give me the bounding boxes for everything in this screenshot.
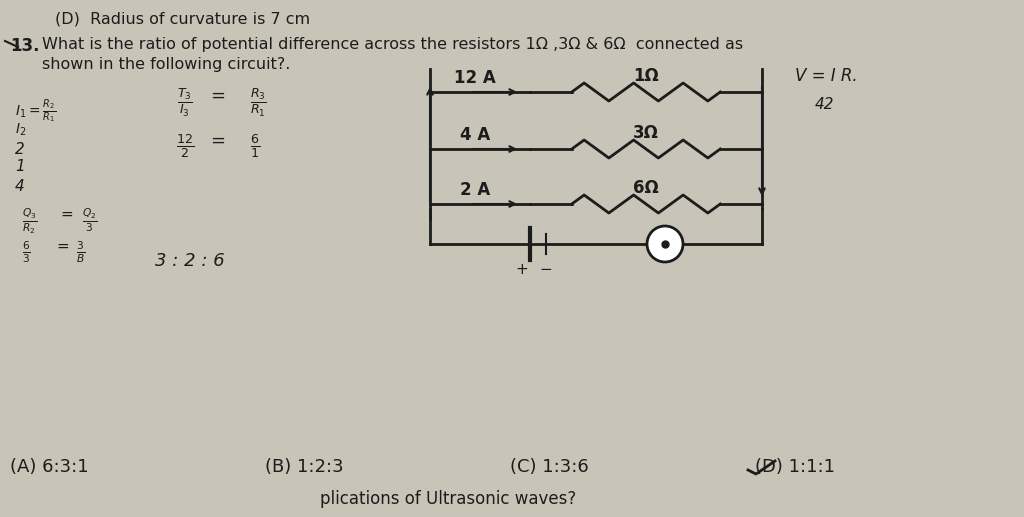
Text: =: =	[60, 207, 73, 222]
Text: 13.: 13.	[10, 37, 40, 55]
Text: 3 : 2 : 6: 3 : 2 : 6	[155, 252, 224, 270]
Text: 4 A: 4 A	[460, 126, 490, 144]
Text: plications of Ultrasonic waves?: plications of Ultrasonic waves?	[319, 490, 577, 508]
Text: (C) 1:3:6: (C) 1:3:6	[510, 458, 589, 476]
Text: (D) 1:1:1: (D) 1:1:1	[755, 458, 835, 476]
Text: $\frac{6}{3}$: $\frac{6}{3}$	[22, 239, 31, 265]
Text: $\frac{Q_3}{R_2}$: $\frac{Q_3}{R_2}$	[22, 207, 38, 236]
Text: $\frac{6}{1}$: $\frac{6}{1}$	[250, 132, 260, 160]
Text: $I_2$: $I_2$	[15, 122, 27, 139]
Text: 6Ω: 6Ω	[633, 179, 658, 197]
Text: V = I R.: V = I R.	[795, 67, 858, 85]
Text: 2 A: 2 A	[460, 181, 490, 199]
Text: +: +	[516, 262, 528, 277]
Text: =: =	[211, 87, 225, 105]
Text: $I_1 = \frac{R_2}{R_1}$: $I_1 = \frac{R_2}{R_1}$	[15, 97, 56, 125]
Text: (B) 1:2:3: (B) 1:2:3	[265, 458, 344, 476]
Text: What is the ratio of potential difference across the resistors 1Ω ,3Ω & 6Ω  conn: What is the ratio of potential differenc…	[42, 37, 743, 52]
Text: $\frac{R_3}{R_1}$: $\frac{R_3}{R_1}$	[250, 87, 266, 119]
Text: $\frac{3}{B}$: $\frac{3}{B}$	[76, 239, 85, 265]
Text: =: =	[211, 132, 225, 150]
Text: 1: 1	[15, 159, 25, 174]
Text: (A) 6:3:1: (A) 6:3:1	[10, 458, 89, 476]
Circle shape	[647, 226, 683, 262]
Text: 1Ω: 1Ω	[633, 67, 658, 85]
Text: (D)  Radius of curvature is 7 cm: (D) Radius of curvature is 7 cm	[55, 12, 310, 27]
Text: 4: 4	[15, 179, 25, 194]
Text: 3Ω: 3Ω	[633, 124, 658, 142]
Text: $\frac{T_3}{I_3}$: $\frac{T_3}{I_3}$	[177, 87, 193, 119]
Text: 42: 42	[815, 97, 835, 112]
Text: =: =	[56, 239, 69, 254]
Text: 2: 2	[15, 142, 25, 157]
Text: −: −	[540, 262, 552, 277]
Text: 12 A: 12 A	[454, 69, 496, 87]
Text: shown in the following circuit?.: shown in the following circuit?.	[42, 57, 291, 72]
Text: $\frac{Q_2}{3}$: $\frac{Q_2}{3}$	[82, 207, 97, 235]
Text: $\frac{12}{2}$: $\frac{12}{2}$	[176, 132, 194, 160]
